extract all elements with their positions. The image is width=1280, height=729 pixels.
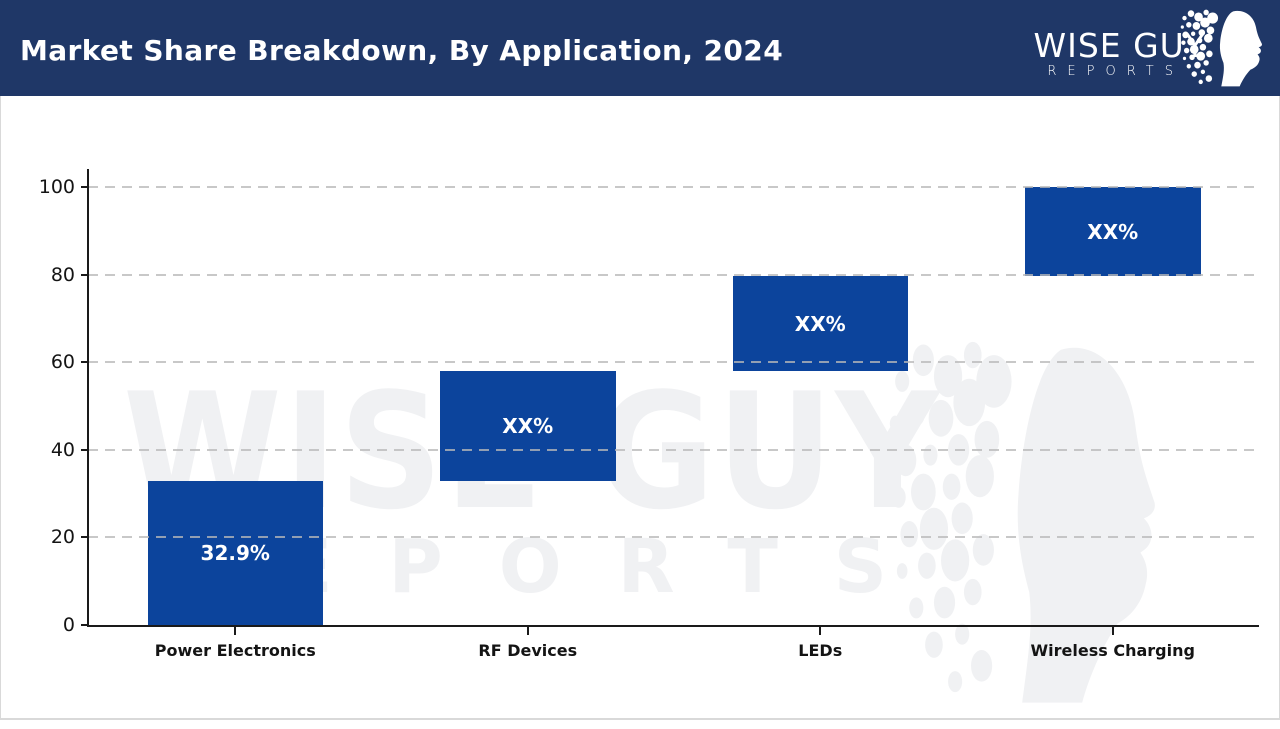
brand-logo: WISE GUY REPORTS: [1028, 4, 1268, 92]
bar-power-electronics: 32.9%: [147, 480, 323, 625]
brand-subtitle: REPORTS: [1047, 64, 1184, 79]
header-bar: Market Share Breakdown, By Application, …: [0, 0, 1280, 96]
y-tick-label: 60: [50, 351, 75, 374]
y-tick-80: [81, 273, 89, 276]
x-tick-label: Wireless Charging: [1030, 641, 1195, 660]
y-tick-20: [81, 536, 89, 539]
gridline-40: [88, 448, 1259, 451]
watermark-head-icon: [889, 341, 1155, 703]
x-tick-3: [1111, 627, 1114, 635]
page-title: Market Share Breakdown, By Application, …: [20, 34, 784, 67]
bar-wireless-charging: XX%: [1025, 187, 1201, 277]
chart-canvas: WISE GUY REPORTS 0 20 40 60 80 100 32.9% Power …: [0, 96, 1280, 720]
y-tick-label: 80: [50, 263, 75, 286]
y-axis-line: [87, 169, 89, 627]
x-axis-line: [87, 625, 1259, 627]
x-tick-label: LEDs: [798, 641, 843, 660]
bar-value-label: XX%: [1087, 219, 1139, 244]
gridline-20: [88, 536, 1259, 539]
y-tick-label: 100: [38, 176, 75, 198]
bar-value-label: 32.9%: [200, 540, 270, 565]
x-tick-label: RF Devices: [478, 641, 578, 660]
gridline-100: [88, 186, 1259, 188]
x-tick-2: [819, 627, 822, 635]
plot-area: 0 20 40 60 80 100 32.9% Power Electronics XX% RF …: [1, 96, 1279, 718]
y-tick-label: 0: [62, 614, 75, 636]
bar-rf-devices: XX%: [440, 371, 616, 481]
bar-leds: XX%: [732, 276, 908, 372]
gridline-60: [88, 361, 1259, 364]
y-tick-label: 40: [50, 438, 75, 461]
y-tick-label: 20: [50, 526, 75, 549]
brand-wordmark: WISE GUY: [1033, 26, 1206, 65]
y-tick-0: [81, 624, 89, 626]
bar-value-label: XX%: [794, 311, 846, 336]
x-tick-0: [234, 627, 237, 635]
x-tick-1: [526, 627, 529, 635]
y-tick-40: [81, 448, 89, 451]
y-tick-60: [81, 361, 89, 364]
x-tick-label: Power Electronics: [154, 641, 316, 660]
bar-value-label: XX%: [502, 414, 554, 439]
y-tick-100: [81, 186, 89, 188]
dotted-head-icon: [1180, 9, 1262, 87]
gridline-80: [88, 273, 1259, 276]
